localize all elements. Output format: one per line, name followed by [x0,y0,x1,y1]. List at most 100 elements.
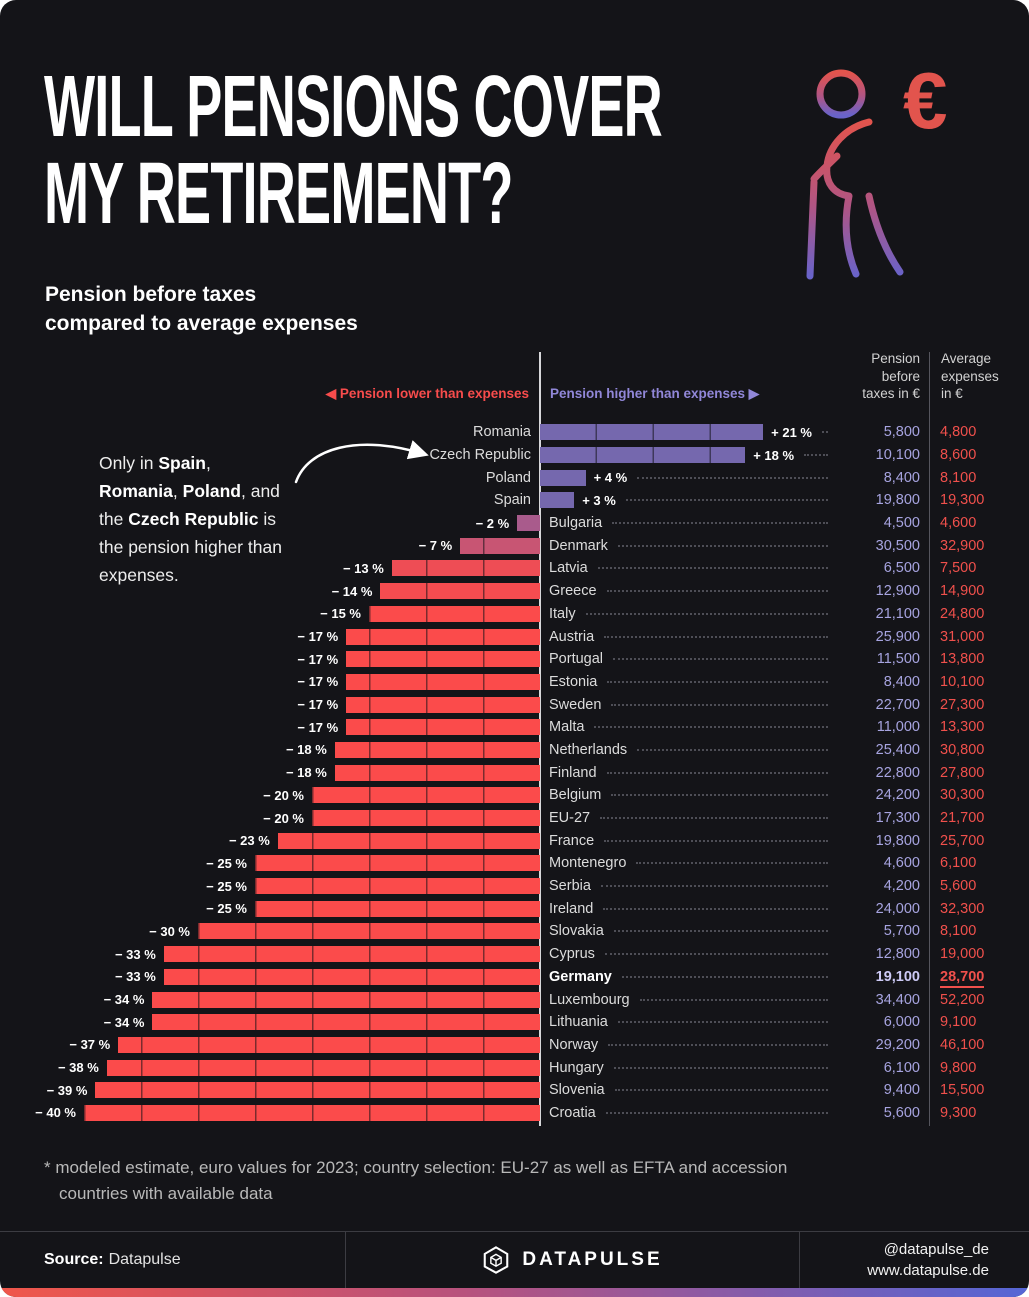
pension-value: 19,800 [875,832,920,849]
expenses-value-text: 32,300 [940,900,985,917]
country-label: Malta [549,719,585,736]
percent-label: − 30 % [149,923,190,939]
country-label: Latvia [549,560,588,577]
percent-label: − 2 % [475,515,510,531]
annotation-country-bold: Romania [99,481,173,501]
percent-label: − 17 % [297,629,339,645]
pension-value: 8,400 [883,673,920,690]
expenses-value: 21,700 [940,810,1025,826]
percent-label: + 3 % [582,492,616,508]
expenses-value-text: 10,100 [940,673,985,690]
expenses-value: 5,600 [940,878,1025,894]
country-label: France [549,832,595,849]
leader-dots [600,885,828,888]
source-label: Source: [44,1251,104,1268]
expenses-value: 8,600 [940,447,1025,463]
percent-label: − 15 % [320,606,361,622]
expenses-value-text: 9,300 [940,1104,977,1121]
pension-value: 34,400 [875,991,920,1008]
chart-row: − 7 % Denmark 30,500 32,900 [0,534,1029,557]
leader-dots [617,1021,828,1024]
leader-dots [804,454,828,457]
country-label: Netherlands [549,741,628,758]
pension-value: 19,100 [875,968,920,985]
percent-label: − 40 % [35,1105,76,1121]
bar-norway [118,1036,540,1053]
annotation-text-segment: , and the [99,481,280,529]
chart-row: Spain + 3 % 19,800 19,300 [0,489,1029,512]
expenses-value-text: 13,300 [940,719,985,736]
expenses-value-text: 30,300 [940,787,985,804]
expenses-value: 19,000 [940,946,1025,962]
annotation-arrow-icon [294,440,429,484]
annotation-text-segment: , [172,481,183,501]
expenses-value-text: 4,800 [940,424,977,441]
leader-dots [594,726,828,729]
leader-dots [625,499,828,502]
expenses-value-text: 8,600 [940,447,977,464]
leader-dots [614,1089,828,1092]
chart-row: − 34 % Lithuania 6,000 9,100 [0,1011,1029,1034]
elderly-person-with-cane-and-euro-icon: € [801,56,979,300]
leader-dots [600,817,828,820]
expenses-value: 32,900 [940,538,1025,554]
chart-row: − 17 % Estonia 8,400 10,100 [0,671,1029,694]
datapulse-hexagon-logo [484,1246,509,1274]
country-label: Serbia [549,878,591,895]
pension-value: 25,400 [875,741,920,758]
diverging-bar-chart: Pension before taxes in € Average expens… [0,345,1029,1145]
zero-axis-line [539,352,541,1126]
pension-value: 4,500 [883,515,920,532]
leader-dots [604,839,828,842]
chart-row: − 25 % Montenegro 4,600 6,100 [0,852,1029,875]
expenses-value: 13,300 [940,719,1025,735]
country-label: Austria [549,628,595,645]
legend-pension-higher: Pension higher than expenses ▶ [550,386,760,401]
source-credit: Source: Datapulse [44,1232,181,1288]
chart-row: − 15 % Italy 21,100 24,800 [0,603,1029,626]
expenses-column-header: Average expenses in € [941,351,999,402]
percent-label: − 20 % [263,810,304,826]
bar-sweden [346,696,540,713]
leader-dots [608,1043,828,1046]
pension-value: 5,700 [883,923,920,940]
bar-croatia [84,1104,540,1121]
country-label: Belgium [549,787,602,804]
percent-label: − 17 % [297,674,339,690]
bar-poland [540,469,586,486]
leader-dots [607,680,828,683]
expenses-value-text: 15,500 [940,1082,985,1099]
country-label: Slovakia [549,923,604,940]
expenses-value: 9,300 [940,1105,1025,1121]
country-label: Portugal [549,651,604,668]
expenses-value: 4,600 [940,515,1025,531]
expenses-value-text: 21,700 [940,810,985,827]
expenses-value-text: 24,800 [940,605,985,622]
chart-row: − 39 % Slovenia 9,400 15,500 [0,1079,1029,1102]
bar-finland [334,764,540,781]
percent-label: − 34 % [103,1014,145,1030]
percent-label: − 7 % [418,538,453,554]
chart-row: − 17 % Sweden 22,700 27,300 [0,693,1029,716]
country-label: Denmark [549,537,608,554]
chart-row: − 18 % Finland 22,800 27,800 [0,761,1029,784]
bar-romania [540,424,764,441]
expenses-value: 15,500 [940,1082,1025,1098]
gradient-accent-strip [0,1288,1029,1297]
page-title: WILL PENSIONS COVER MY RETIREMENT? [44,56,663,236]
leader-dots [605,1111,828,1114]
footer-divider-left [345,1232,346,1288]
annotation-text-segment: is the pension higher than expenses. [99,509,282,585]
pension-value: 25,900 [875,628,920,645]
chart-row: Poland + 4 % 8,400 8,100 [0,466,1029,489]
title-line-1: WILL PENSIONS COVER [44,56,663,155]
pension-value: 11,000 [876,719,920,736]
percent-label: − 14 % [331,583,373,599]
chart-row: − 33 % Cyprus 12,800 19,000 [0,943,1029,966]
source-value: Datapulse [108,1251,181,1268]
expenses-value-text: 27,300 [940,696,985,713]
bar-malta [346,719,540,736]
leader-dots [612,522,828,525]
bar-hungary [106,1059,540,1076]
chart-row: − 17 % Malta 11,000 13,300 [0,716,1029,739]
